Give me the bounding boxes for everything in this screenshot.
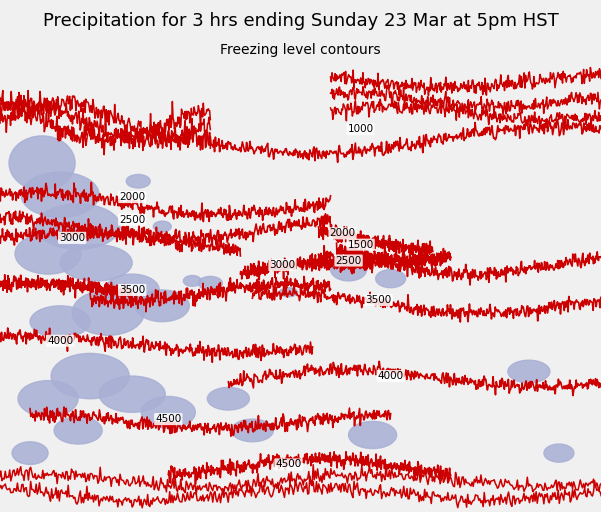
- Ellipse shape: [18, 380, 78, 417]
- Text: Freezing level contours: Freezing level contours: [220, 43, 381, 57]
- Text: 1000: 1000: [347, 124, 374, 134]
- Ellipse shape: [54, 417, 102, 444]
- Ellipse shape: [12, 442, 48, 464]
- Ellipse shape: [207, 388, 249, 410]
- Ellipse shape: [279, 288, 297, 297]
- Ellipse shape: [72, 290, 144, 335]
- Text: 4000: 4000: [377, 371, 404, 381]
- Ellipse shape: [349, 421, 397, 449]
- Text: 3000: 3000: [59, 233, 85, 243]
- Ellipse shape: [36, 204, 120, 249]
- Text: 4500: 4500: [275, 459, 302, 470]
- Ellipse shape: [376, 270, 406, 288]
- Ellipse shape: [544, 444, 574, 462]
- Ellipse shape: [141, 396, 195, 428]
- Ellipse shape: [508, 360, 550, 383]
- Ellipse shape: [99, 376, 165, 412]
- Text: 4500: 4500: [155, 414, 182, 424]
- Text: 2500: 2500: [119, 215, 145, 225]
- Text: Precipitation for 3 hrs ending Sunday 23 Mar at 5pm HST: Precipitation for 3 hrs ending Sunday 23…: [43, 12, 558, 30]
- Text: 2000: 2000: [119, 192, 145, 202]
- Text: 4000: 4000: [47, 336, 73, 346]
- Ellipse shape: [60, 245, 132, 281]
- Ellipse shape: [198, 276, 222, 290]
- Ellipse shape: [51, 353, 129, 399]
- Text: 3500: 3500: [365, 295, 392, 305]
- Ellipse shape: [105, 274, 159, 306]
- Ellipse shape: [231, 419, 273, 442]
- Text: 3500: 3500: [119, 285, 145, 295]
- Ellipse shape: [15, 233, 81, 274]
- Text: 3000: 3000: [269, 260, 296, 270]
- Text: 2000: 2000: [329, 228, 356, 238]
- Text: 2500: 2500: [335, 255, 362, 266]
- Ellipse shape: [331, 258, 367, 281]
- Ellipse shape: [126, 175, 150, 188]
- Ellipse shape: [9, 136, 75, 190]
- Text: 1500: 1500: [347, 240, 374, 250]
- Ellipse shape: [183, 275, 201, 286]
- Ellipse shape: [30, 306, 90, 337]
- Ellipse shape: [135, 290, 189, 322]
- Ellipse shape: [153, 221, 171, 232]
- Ellipse shape: [21, 172, 99, 218]
